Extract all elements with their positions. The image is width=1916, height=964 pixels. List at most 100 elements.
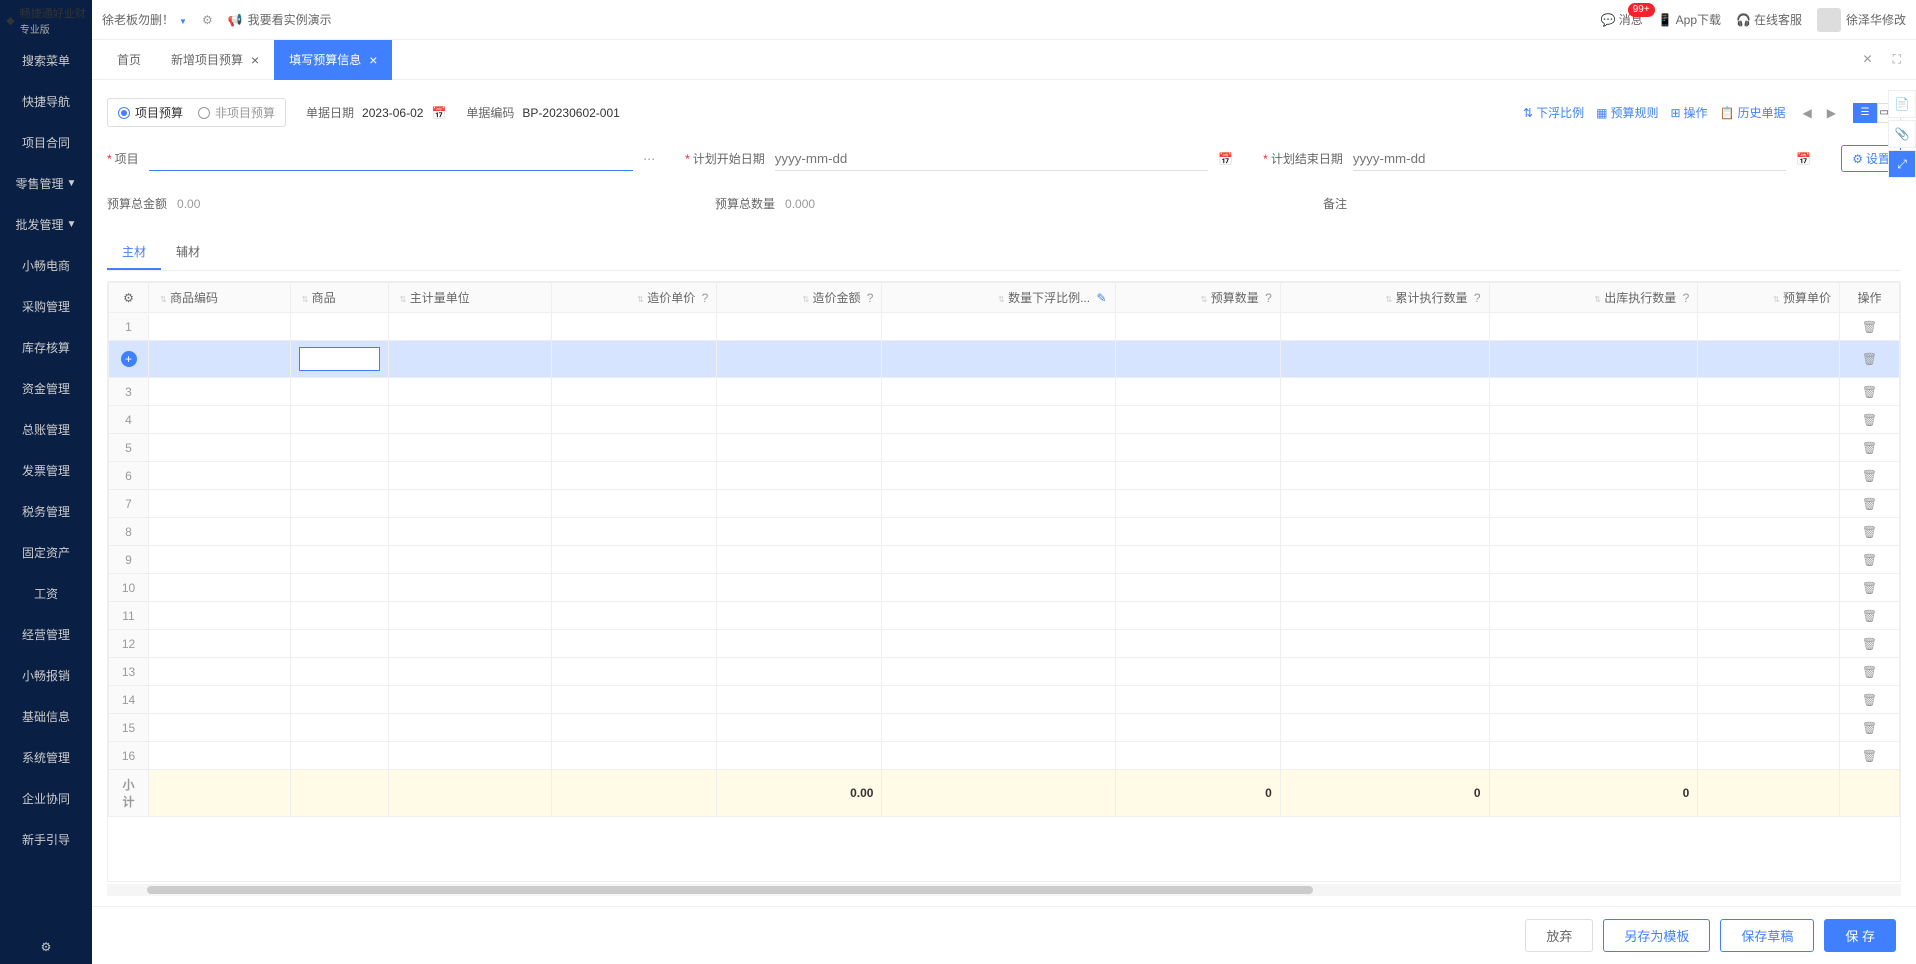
cell-unit[interactable] [388,518,551,546]
aux-material-tab[interactable]: 辅材 [161,235,215,270]
cell-product-code[interactable] [149,742,291,770]
cell-cost-amount[interactable] [717,602,882,630]
cell-exec-qty[interactable] [1280,546,1489,574]
cell-product-code[interactable] [149,406,291,434]
cell-cost-price[interactable] [552,658,717,686]
cell-product-code[interactable] [149,574,291,602]
save-template-button[interactable]: 另存为模板 [1603,919,1710,952]
cell-float-ratio[interactable] [882,602,1115,630]
table-row[interactable]: 6 🗑 [109,462,1900,490]
close-icon[interactable]: × [369,52,377,68]
table-config-button[interactable]: ⚙ [109,283,149,313]
cell-cost-amount[interactable] [717,462,882,490]
cell-product[interactable] [290,518,388,546]
plan-start-input[interactable] [775,147,1208,171]
project-budget-radio[interactable]: 项目预算 [118,104,183,121]
delete-icon[interactable]: 🗑 [1862,497,1877,511]
col-unit[interactable]: ⇅ 主计量单位 [388,283,551,313]
side-note-icon[interactable]: 📄 [1888,90,1916,118]
cell-float-ratio[interactable] [882,341,1115,378]
cell-budget-price[interactable] [1698,686,1840,714]
cell-exec-qty[interactable] [1280,574,1489,602]
help-icon[interactable]: ? [1683,291,1690,305]
cell-cost-price[interactable] [552,406,717,434]
table-row[interactable]: 1 🗑 [109,313,1900,341]
sidebar-item-4[interactable]: 批发管理 ▼ [0,204,92,245]
cell-cost-price[interactable] [552,686,717,714]
cell-budget-qty[interactable] [1115,406,1280,434]
cell-out-qty[interactable] [1489,434,1698,462]
cell-budget-qty[interactable] [1115,602,1280,630]
sidebar-item-6[interactable]: 采购管理 [0,286,92,327]
cell-product-code[interactable] [149,490,291,518]
delete-icon[interactable]: 🗑 [1862,581,1877,595]
close-icon[interactable]: × [251,52,259,68]
cell-product[interactable] [290,406,388,434]
cell-cost-price[interactable] [552,574,717,602]
cell-budget-qty[interactable] [1115,313,1280,341]
cell-float-ratio[interactable] [882,462,1115,490]
cell-float-ratio[interactable] [882,490,1115,518]
table-row[interactable]: 7 🗑 [109,490,1900,518]
cell-unit[interactable] [388,742,551,770]
close-all-tabs-icon[interactable]: ✕ [1858,47,1878,72]
col-exec-qty[interactable]: ⇅ 累计执行数量 ? [1280,283,1489,313]
col-product-code[interactable]: ⇅ 商品编码 [149,283,291,313]
delete-icon[interactable]: 🗑 [1862,665,1877,679]
sidebar-item-12[interactable]: 固定资产 [0,532,92,573]
sidebar-item-10[interactable]: 发票管理 [0,450,92,491]
delete-icon[interactable]: 🗑 [1862,385,1877,399]
cell-out-qty[interactable] [1489,742,1698,770]
delete-icon[interactable]: 🗑 [1862,469,1877,483]
save-draft-button[interactable]: 保存草稿 [1720,919,1814,952]
cell-budget-price[interactable] [1698,313,1840,341]
sidebar-item-11[interactable]: 税务管理 [0,491,92,532]
cell-unit[interactable] [388,602,551,630]
col-cost-amount[interactable]: ⇅ 造价金额 ? [717,283,882,313]
cell-budget-qty[interactable] [1115,462,1280,490]
cell-product-code[interactable] [149,434,291,462]
tab-2[interactable]: 填写预算信息 × [274,40,392,80]
cell-unit[interactable] [388,341,551,378]
cell-product-code[interactable] [149,686,291,714]
cell-budget-qty[interactable] [1115,490,1280,518]
sidebar-item-5[interactable]: 小畅电商 [0,245,92,286]
cell-unit[interactable] [388,406,551,434]
delete-icon[interactable]: 🗑 [1862,637,1877,651]
side-attach-icon[interactable]: 📎 [1888,120,1916,148]
cell-product[interactable] [290,313,388,341]
col-out-qty[interactable]: ⇅ 出库执行数量 ? [1489,283,1698,313]
table-row[interactable]: 13 🗑 [109,658,1900,686]
cell-out-qty[interactable] [1489,490,1698,518]
cell-cost-price[interactable] [552,546,717,574]
cell-budget-price[interactable] [1698,518,1840,546]
budget-rule-link[interactable]: ▦预算规则 [1596,104,1658,121]
cell-product[interactable] [290,574,388,602]
col-cost-price[interactable]: ⇅ 造价单价 ? [552,283,717,313]
app-download-button[interactable]: 📱 App下载 [1658,11,1721,28]
sidebar-item-15[interactable]: 小畅报销 [0,655,92,696]
help-icon[interactable]: ? [1474,291,1481,305]
cell-product[interactable] [290,341,388,378]
cell-exec-qty[interactable] [1280,341,1489,378]
delete-icon[interactable]: 🗑 [1862,441,1877,455]
cell-budget-price[interactable] [1698,406,1840,434]
settings-gear-icon[interactable]: ⚙ [202,13,213,27]
cell-cost-amount[interactable] [717,406,882,434]
cell-product-code[interactable] [149,630,291,658]
cell-cost-price[interactable] [552,518,717,546]
sidebar-item-0[interactable]: 搜索菜单 [0,40,92,81]
cell-budget-price[interactable] [1698,546,1840,574]
sidebar-item-1[interactable]: 快捷导航 [0,81,92,122]
cell-exec-qty[interactable] [1280,742,1489,770]
cell-cost-amount[interactable] [717,714,882,742]
cell-exec-qty[interactable] [1280,630,1489,658]
cell-float-ratio[interactable] [882,546,1115,574]
cell-unit[interactable] [388,546,551,574]
table-row[interactable]: 15 🗑 [109,714,1900,742]
cell-budget-qty[interactable] [1115,686,1280,714]
project-lookup-icon[interactable]: ⋯ [643,152,655,166]
cell-out-qty[interactable] [1489,313,1698,341]
cell-budget-price[interactable] [1698,658,1840,686]
user-profile[interactable]: 徐泽华修改 [1817,8,1906,32]
